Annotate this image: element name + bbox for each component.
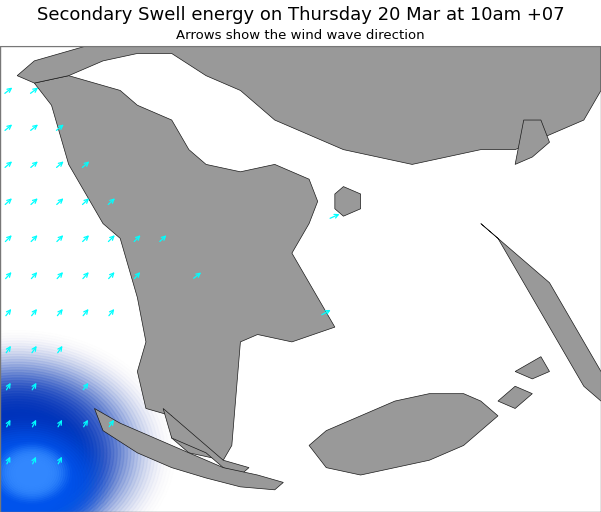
Polygon shape — [498, 386, 532, 409]
Circle shape — [10, 456, 54, 490]
Circle shape — [8, 468, 44, 496]
Circle shape — [0, 404, 80, 501]
Polygon shape — [163, 409, 249, 475]
Circle shape — [11, 471, 41, 494]
Circle shape — [0, 378, 114, 512]
Circle shape — [0, 425, 52, 480]
Circle shape — [0, 399, 87, 507]
Circle shape — [9, 446, 25, 459]
Circle shape — [5, 452, 58, 494]
Circle shape — [0, 386, 103, 512]
Circle shape — [25, 467, 39, 479]
Text: Secondary Swell energy on Thursday 20 Mar at 10am +07: Secondary Swell energy on Thursday 20 Ma… — [37, 6, 564, 24]
Circle shape — [0, 460, 55, 505]
Circle shape — [0, 425, 100, 512]
Circle shape — [6, 444, 29, 462]
Circle shape — [16, 475, 35, 490]
Circle shape — [14, 459, 50, 487]
Circle shape — [19, 477, 32, 487]
Circle shape — [0, 423, 56, 483]
Circle shape — [16, 461, 47, 485]
Circle shape — [0, 380, 111, 512]
Circle shape — [0, 439, 35, 467]
Circle shape — [0, 445, 75, 512]
Circle shape — [0, 449, 69, 512]
Circle shape — [0, 434, 88, 512]
Circle shape — [1, 449, 63, 497]
Circle shape — [0, 373, 121, 512]
Circle shape — [0, 402, 83, 504]
Circle shape — [0, 410, 73, 496]
Circle shape — [0, 407, 76, 499]
Circle shape — [0, 370, 124, 512]
Circle shape — [13, 449, 22, 456]
Circle shape — [27, 470, 37, 477]
Circle shape — [0, 453, 63, 511]
Circle shape — [0, 421, 105, 512]
Circle shape — [0, 431, 46, 475]
Polygon shape — [481, 224, 601, 401]
Circle shape — [11, 457, 52, 489]
Circle shape — [0, 447, 72, 512]
Circle shape — [0, 462, 52, 503]
Circle shape — [0, 438, 83, 512]
Polygon shape — [17, 46, 601, 164]
Circle shape — [2, 441, 32, 464]
Polygon shape — [515, 357, 549, 379]
Circle shape — [0, 375, 117, 512]
Circle shape — [0, 394, 93, 512]
Circle shape — [31, 473, 32, 474]
Circle shape — [0, 383, 107, 512]
Polygon shape — [34, 76, 335, 460]
Circle shape — [0, 445, 67, 501]
Circle shape — [29, 471, 34, 475]
Polygon shape — [94, 409, 283, 490]
Circle shape — [0, 442, 78, 512]
Circle shape — [0, 415, 66, 491]
Circle shape — [0, 444, 70, 502]
Circle shape — [22, 479, 30, 485]
Circle shape — [0, 412, 70, 494]
Circle shape — [0, 389, 100, 512]
Circle shape — [0, 458, 58, 507]
Circle shape — [22, 466, 41, 480]
Circle shape — [20, 464, 43, 482]
Circle shape — [0, 436, 85, 512]
Circle shape — [0, 433, 42, 472]
Circle shape — [0, 367, 127, 512]
Circle shape — [16, 452, 19, 454]
Polygon shape — [335, 186, 361, 216]
Circle shape — [3, 451, 61, 496]
Circle shape — [0, 362, 134, 512]
Text: Arrows show the wind wave direction: Arrows show the wind wave direction — [176, 30, 425, 42]
Circle shape — [0, 423, 102, 512]
Circle shape — [0, 428, 97, 512]
Circle shape — [0, 365, 131, 512]
Circle shape — [0, 430, 94, 512]
Circle shape — [0, 440, 80, 512]
Circle shape — [7, 454, 56, 492]
Circle shape — [0, 451, 66, 512]
Circle shape — [0, 396, 90, 509]
Polygon shape — [515, 120, 549, 164]
Circle shape — [0, 418, 63, 488]
Polygon shape — [309, 394, 498, 475]
Circle shape — [0, 391, 97, 512]
Circle shape — [18, 462, 46, 484]
Circle shape — [0, 447, 65, 499]
Circle shape — [0, 357, 141, 512]
Circle shape — [0, 359, 138, 512]
Circle shape — [13, 473, 38, 492]
Circle shape — [0, 432, 91, 512]
Circle shape — [0, 436, 39, 470]
Circle shape — [0, 456, 61, 509]
Circle shape — [0, 420, 59, 485]
Circle shape — [5, 466, 46, 499]
Circle shape — [25, 481, 27, 483]
Circle shape — [0, 428, 49, 478]
Circle shape — [2, 464, 49, 501]
